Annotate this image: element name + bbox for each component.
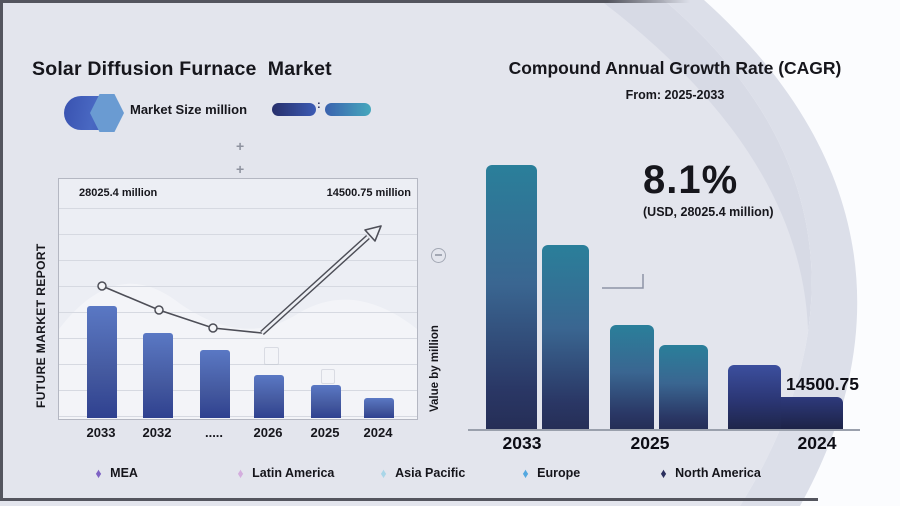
legend-label: North America xyxy=(675,466,761,480)
diamond-icon: ♦ xyxy=(380,465,387,481)
year-label: 2033 xyxy=(86,425,116,440)
year-label: 2025 xyxy=(630,433,670,453)
ratio-pill-right xyxy=(325,103,371,116)
cagr-bar-2024-2 xyxy=(781,397,843,430)
page-title: Solar Diffusion Furnace Market xyxy=(32,58,332,80)
document-watermark-icon xyxy=(264,347,279,365)
legend-label: MEA xyxy=(110,466,138,480)
year-label: 2024 xyxy=(363,425,393,440)
right-end-value-label: 14500.75 million xyxy=(326,187,411,199)
market-size-bar-..... xyxy=(200,350,230,418)
cagr-bar-2024-1 xyxy=(728,365,781,430)
year-label: 2025 xyxy=(310,425,340,440)
cagr-percentage: 8.1% xyxy=(643,158,739,202)
market-size-bar-2032 xyxy=(143,333,173,418)
frame-border-left xyxy=(0,0,3,501)
cagr-2024-value-label: 14500.75 xyxy=(786,374,859,394)
market-size-label: Market Size million xyxy=(130,102,248,117)
trend-line-and-arrow xyxy=(97,225,382,336)
cagr-bar-2025-1 xyxy=(610,325,654,430)
year-label: 2033 xyxy=(502,433,542,453)
ratio-pill-left xyxy=(272,103,316,116)
legend-label: Asia Pacific xyxy=(395,466,466,480)
legend-item-asia-pacific: ♦ Asia Pacific xyxy=(380,465,466,481)
diamond-icon: ♦ xyxy=(660,465,667,481)
market-size-chart-panel: 28025.4 million 14500.75 million xyxy=(58,178,418,420)
diamond-icon: ♦ xyxy=(522,465,529,481)
market-size-bar-2033 xyxy=(87,306,117,418)
legend-item-mea: ♦ MEA xyxy=(95,466,138,480)
year-label: 2024 xyxy=(797,433,837,453)
cagr-bar-2033-1 xyxy=(486,165,537,430)
legend-label: Europe xyxy=(537,466,581,480)
value-axis-label: Value by million xyxy=(429,325,441,412)
year-label: ..... xyxy=(204,425,224,440)
cagr-title: Compound Annual Growth Rate (CAGR) xyxy=(508,58,842,78)
future-market-report-label: FUTURE MARKET REPORT xyxy=(34,243,48,408)
frame-border-top xyxy=(0,0,690,3)
cagr-subtitle: From: 2025-2033 xyxy=(625,88,725,102)
cagr-usd-detail: (USD, 28025.4 million) xyxy=(643,205,774,219)
year-label: 2032 xyxy=(142,425,172,440)
legend-item-latin-america: ♦ Latin America xyxy=(237,465,335,481)
cagr-bar-2033-2 xyxy=(542,245,589,430)
circle-minus-icon xyxy=(431,248,446,263)
legend-item-north-america: ♦ North America xyxy=(660,466,761,480)
cagr-bar-2025-2 xyxy=(659,345,708,430)
diamond-icon: ♦ xyxy=(237,465,244,481)
frame-border-bottom xyxy=(0,498,818,501)
left-end-value-label: 28025.4 million xyxy=(79,187,158,199)
plus-mark-icon: + xyxy=(236,161,245,177)
market-size-cylinder-icon xyxy=(64,94,124,132)
step-bracket-line xyxy=(602,274,644,289)
gridlines xyxy=(59,208,417,417)
document-watermark-icon xyxy=(321,369,335,384)
legend-item-europe: ♦ Europe xyxy=(522,465,581,481)
legend-label: Latin America xyxy=(252,466,335,480)
market-size-bar-2025 xyxy=(311,385,341,418)
ratio-separator: : xyxy=(317,99,321,111)
diamond-icon: ♦ xyxy=(95,465,102,481)
year-label: 2026 xyxy=(253,425,283,440)
market-size-bar-2026 xyxy=(254,375,284,418)
cagr-baseline-axis xyxy=(468,429,860,431)
market-size-bar-2024 xyxy=(364,398,394,418)
plus-mark-icon: + xyxy=(236,138,245,154)
